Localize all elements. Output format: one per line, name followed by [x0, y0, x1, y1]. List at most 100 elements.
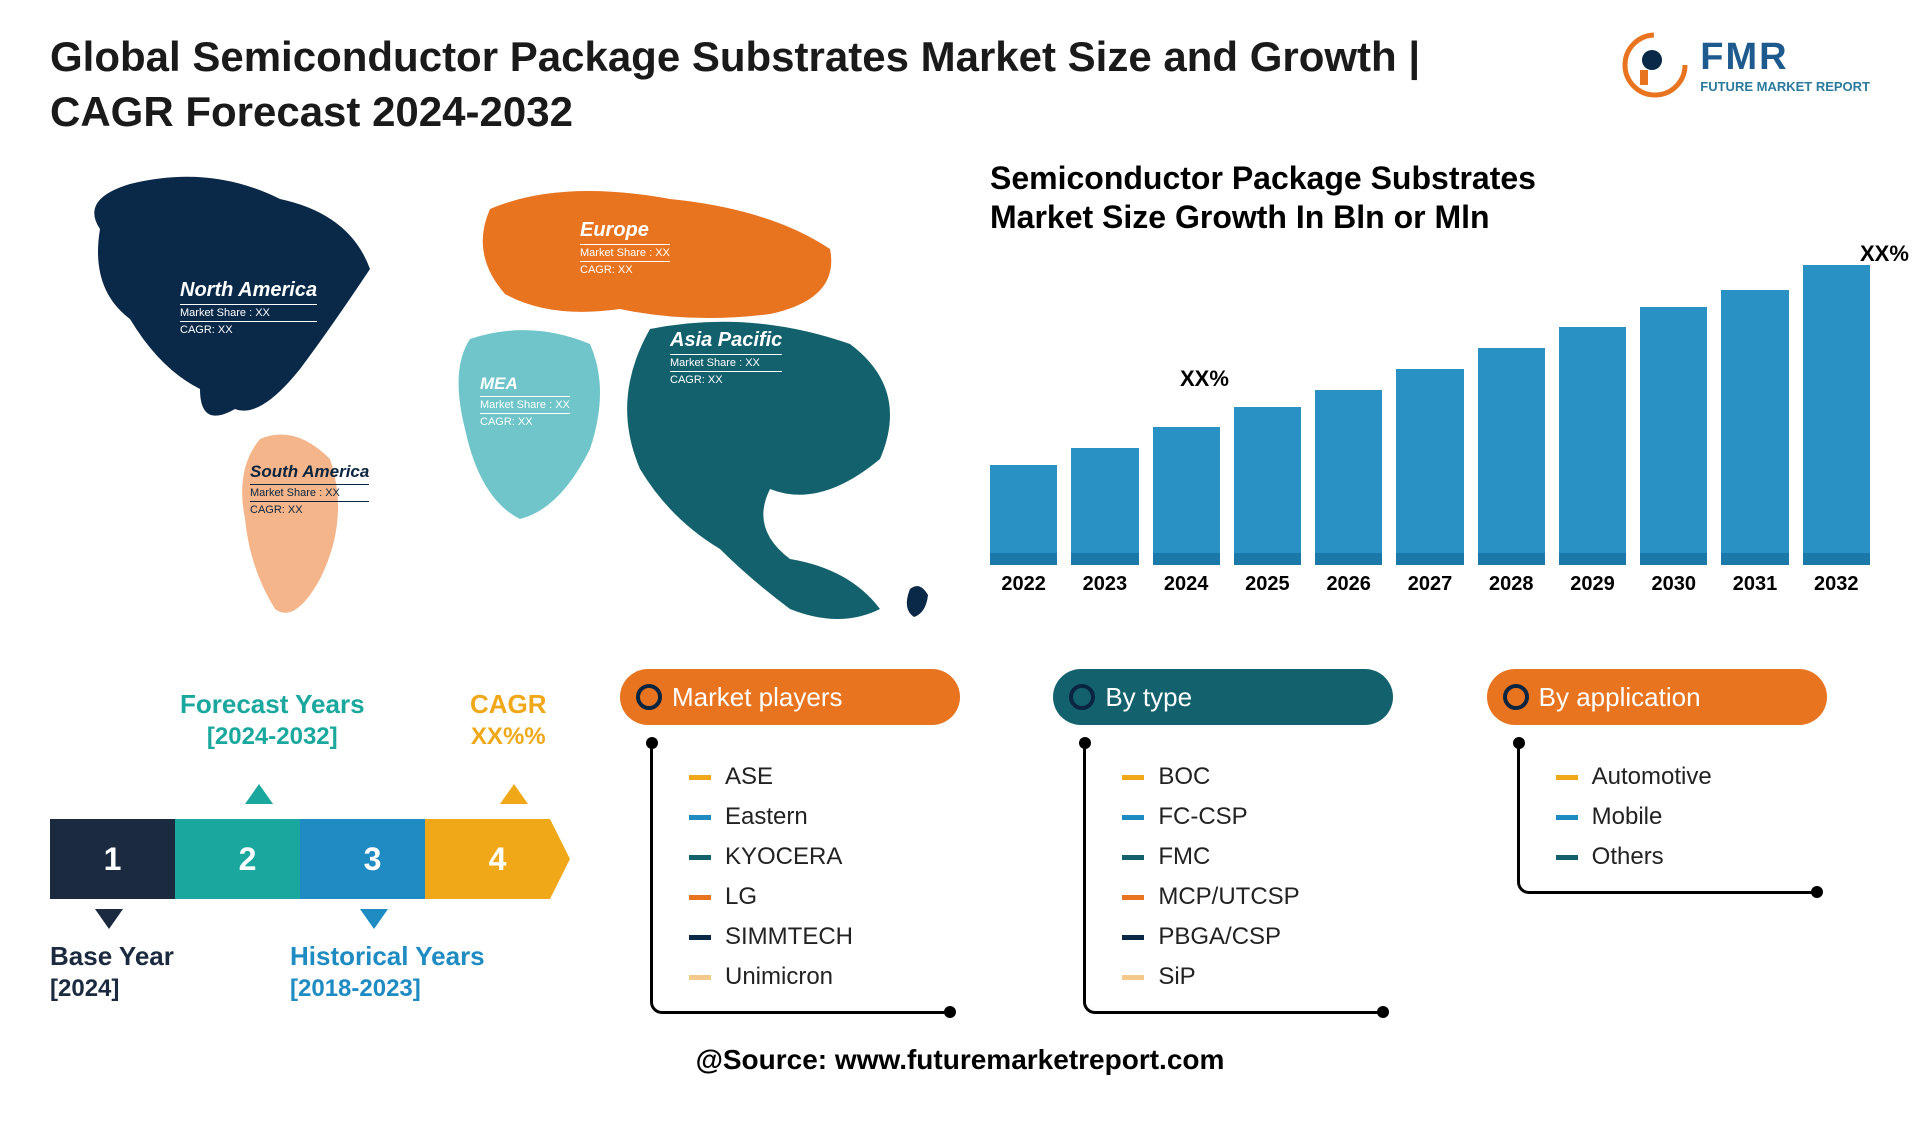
header: Global Semiconductor Package Substrates … — [50, 30, 1870, 139]
tl-hist: Historical Years [2018-2023] — [290, 941, 485, 1004]
cat-type-body: BOC FC-CSP FMC MCP/UTCSP PBGA/CSP SiP — [1083, 743, 1383, 1014]
bar-col: 2023 — [1071, 448, 1138, 596]
bar-col: 2029 — [1559, 327, 1626, 596]
list-item-text: BOC — [1158, 763, 1210, 791]
list-item-text: Unimicron — [725, 963, 833, 991]
cat-players: Market players ASEEasternKYOCERALGSIMMTE… — [620, 669, 1003, 1014]
bar-year-label: 2026 — [1326, 573, 1371, 596]
label-mea: MEA Market Share : XX CAGR: XX — [480, 374, 570, 428]
cat-app-body: Automotive Mobile Others — [1517, 743, 1817, 894]
bar-year-label: 2031 — [1733, 573, 1778, 596]
tl-forecast: Forecast Years [2024-2032] — [180, 689, 365, 752]
bullet-icon — [689, 895, 711, 900]
list-item: Unimicron — [689, 957, 930, 997]
list-item-text: PBGA/CSP — [1158, 923, 1281, 951]
list-item: FC-CSP — [1122, 797, 1363, 837]
bullet-icon — [1122, 815, 1144, 820]
logo-text: FMR FUTURE MARKET REPORT — [1700, 36, 1870, 94]
page-title: Global Semiconductor Package Substrates … — [50, 30, 1450, 139]
list-item-text: Mobile — [1592, 803, 1663, 831]
bullet-icon — [689, 775, 711, 780]
cat-type-header: By type — [1053, 669, 1393, 725]
list-item-text: Automotive — [1592, 763, 1712, 791]
list-item: FMC — [1122, 837, 1363, 877]
bullet-icon — [1556, 815, 1578, 820]
fmr-logo: FMR FUTURE MARKET REPORT — [1620, 30, 1870, 100]
tl-base: Base Year [2024] — [50, 941, 174, 1004]
bar-col: 2031 — [1721, 290, 1788, 596]
bar-col: 2024 — [1153, 427, 1220, 596]
bar — [1640, 307, 1707, 565]
list-item: ASE — [689, 757, 930, 797]
label-ap: Asia Pacific Market Share : XX CAGR: XX — [670, 329, 782, 386]
timeline-step: 3 — [300, 819, 425, 899]
bar-col: 2032 — [1803, 265, 1870, 596]
fmr-logo-icon — [1620, 30, 1690, 100]
bar-col: 2027 — [1396, 369, 1463, 596]
list-item-text: Eastern — [725, 803, 808, 831]
timeline-bar: 1234 — [50, 819, 550, 899]
list-item: SIMMTECH — [689, 917, 930, 957]
list-item-text: SiP — [1158, 963, 1195, 991]
title-block: Global Semiconductor Package Substrates … — [50, 30, 1450, 139]
bullet-icon — [689, 975, 711, 980]
bottom-row: Forecast Years [2024-2032] CAGR XX%% 123… — [50, 669, 1870, 1014]
list-item-text: FMC — [1158, 843, 1210, 871]
bullet-icon — [1556, 775, 1578, 780]
bar-year-label: 2023 — [1083, 573, 1128, 596]
bar-year-label: 2025 — [1245, 573, 1290, 596]
bullet-icon — [689, 815, 711, 820]
list-item: Mobile — [1556, 797, 1797, 837]
chart-annotation-right: XX% — [1860, 241, 1909, 267]
list-item: SiP — [1122, 957, 1363, 997]
bar — [1234, 407, 1301, 565]
bar — [1315, 390, 1382, 565]
list-item-text: LG — [725, 883, 757, 911]
bars-container: XX% XX% 20222023202420252026202720282029… — [990, 256, 1870, 596]
map-nz — [907, 586, 928, 617]
bar — [1396, 369, 1463, 565]
list-item: MCP/UTCSP — [1122, 877, 1363, 917]
bullet-icon — [1122, 895, 1144, 900]
label-eu: Europe Market Share : XX CAGR: XX — [580, 219, 670, 276]
list-item: Automotive — [1556, 757, 1797, 797]
timeline: Forecast Years [2024-2032] CAGR XX%% 123… — [50, 689, 570, 1009]
bar — [1478, 348, 1545, 565]
source-text: @Source: www.futuremarketreport.com — [50, 1044, 1870, 1076]
cat-app: By application Automotive Mobile Others — [1487, 669, 1870, 894]
bar — [1803, 265, 1870, 565]
bar-col: 2028 — [1478, 348, 1545, 596]
tri-hist-icon — [360, 909, 388, 929]
bar-col: 2030 — [1640, 307, 1707, 596]
bullet-icon — [1122, 855, 1144, 860]
chart-annotation-left: XX% — [1180, 366, 1229, 392]
bar-col: 2026 — [1315, 390, 1382, 596]
tri-base-icon — [95, 909, 123, 929]
chart-title: Semiconductor Package Substrates Market … — [990, 159, 1640, 236]
tl-cagr: CAGR XX%% — [470, 689, 547, 752]
bar — [1559, 327, 1626, 565]
list-item-text: MCP/UTCSP — [1158, 883, 1299, 911]
bullet-icon — [1122, 775, 1144, 780]
growth-chart: Semiconductor Package Substrates Market … — [990, 159, 1870, 639]
main-row: North America Market Share : XX CAGR: XX… — [50, 159, 1870, 639]
bar — [990, 465, 1057, 565]
cat-app-header: By application — [1487, 669, 1827, 725]
list-item: BOC — [1122, 757, 1363, 797]
bar — [1153, 427, 1220, 565]
bar-col: 2025 — [1234, 407, 1301, 596]
list-item-text: KYOCERA — [725, 843, 842, 871]
bar-year-label: 2030 — [1652, 573, 1697, 596]
bullet-icon — [1122, 975, 1144, 980]
bullet-icon — [689, 855, 711, 860]
bar-year-label: 2032 — [1814, 573, 1859, 596]
tri-cagr-icon — [500, 784, 528, 804]
list-item: PBGA/CSP — [1122, 917, 1363, 957]
cat-players-body: ASE Eastern KYOCERA LG SIMMTECH Unimicron — [650, 743, 950, 1014]
list-item-text: Others — [1592, 843, 1664, 871]
cat-type: By type BOC FC-CSP FMC MCP/UTCSP PBGA/CSP SiP — [1053, 669, 1436, 1014]
logo-fmr-text: FMR — [1700, 36, 1870, 79]
bar-year-label: 2029 — [1570, 573, 1615, 596]
list-item: LG — [689, 877, 930, 917]
bar-year-label: 2028 — [1489, 573, 1534, 596]
